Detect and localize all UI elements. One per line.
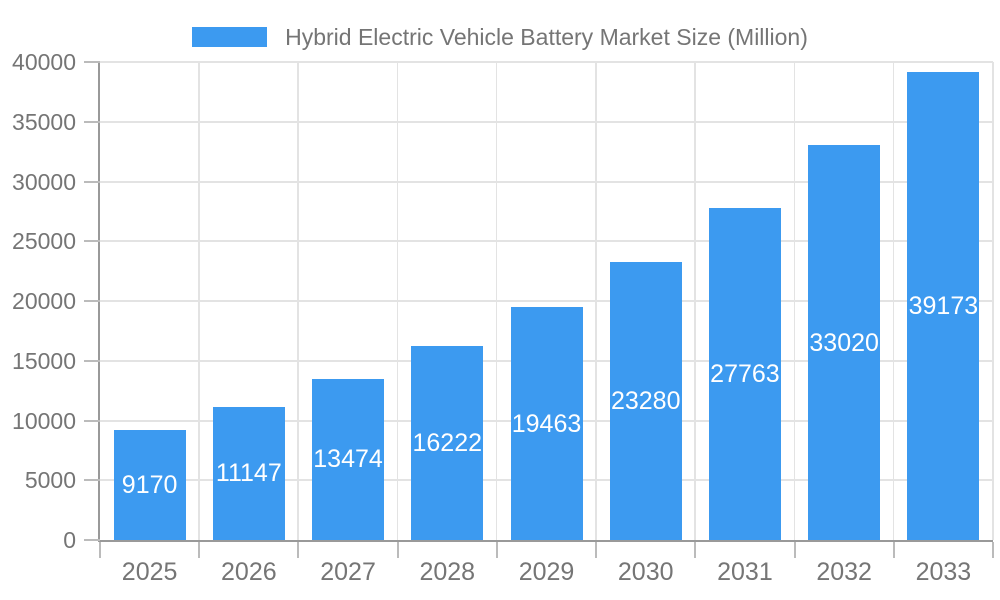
legend-label: Hybrid Electric Vehicle Battery Market S…: [285, 24, 808, 50]
y-tick-mark: [84, 240, 100, 243]
y-tick-label: 10000: [12, 407, 76, 434]
bar-2030[interactable]: [609, 261, 682, 540]
h-gridline: [100, 61, 993, 63]
y-tick-label: 30000: [12, 168, 76, 195]
h-gridline: [100, 300, 993, 302]
y-tick-mark: [84, 180, 100, 183]
x-tick-label: 2026: [221, 558, 277, 586]
x-tick-mark: [595, 542, 598, 558]
v-gridline: [694, 62, 696, 540]
y-tick-label: 35000: [12, 108, 76, 135]
y-tick-label: 15000: [12, 347, 76, 374]
x-tick-label: 2031: [717, 558, 773, 586]
x-tick-label: 2030: [617, 558, 674, 586]
x-tick-mark: [99, 542, 101, 558]
h-gridline: [100, 120, 993, 123]
x-tick-mark: [793, 542, 796, 558]
x-tick-mark: [992, 542, 994, 558]
bar-2025[interactable]: [113, 430, 186, 540]
v-gridline: [198, 62, 200, 540]
y-tick-label: 40000: [12, 49, 76, 75]
v-gridline: [595, 62, 597, 540]
x-tick-mark: [396, 542, 399, 558]
v-gridline: [495, 62, 498, 540]
y-tick-mark: [84, 419, 100, 422]
x-tick-label: 2029: [518, 558, 575, 586]
v-gridline: [892, 62, 895, 540]
v-gridline: [992, 62, 994, 540]
y-tick-mark: [84, 120, 100, 123]
h-gridline: [100, 180, 993, 183]
y-tick-mark: [84, 359, 100, 362]
v-gridline: [793, 62, 796, 540]
bar-2031[interactable]: [708, 208, 781, 540]
y-tick-mark: [84, 539, 100, 541]
x-tick-mark: [297, 542, 300, 558]
v-gridline: [297, 62, 299, 540]
bar-2029[interactable]: [510, 307, 583, 540]
bar-2032[interactable]: [808, 145, 881, 540]
x-tick-mark: [892, 542, 895, 558]
x-tick-mark: [495, 542, 498, 558]
x-tick-label: 2033: [915, 558, 972, 586]
y-tick-mark: [84, 479, 100, 482]
bar-2027[interactable]: [312, 379, 385, 540]
bar-2028[interactable]: [411, 346, 484, 540]
x-tick-mark: [694, 542, 697, 558]
y-tick-mark: [84, 300, 100, 302]
y-tick-mark: [84, 61, 100, 63]
h-gridline: [100, 240, 993, 243]
y-tick-label: 5000: [24, 467, 76, 494]
x-tick-mark: [198, 542, 201, 558]
x-tick-label: 2032: [816, 558, 872, 586]
x-tick-label: 2025: [121, 558, 178, 586]
legend[interactable]: Hybrid Electric Vehicle Battery Market S…: [0, 24, 1000, 50]
bar-2026[interactable]: [212, 406, 285, 540]
x-tick-label: 2028: [419, 558, 476, 586]
y-tick-label: 20000: [12, 288, 76, 314]
x-tick-label: 2027: [320, 558, 376, 586]
bar-2033[interactable]: [907, 71, 980, 540]
y-tick-label: 25000: [12, 228, 76, 255]
y-tick-label: 0: [63, 527, 76, 553]
v-gridline: [396, 62, 399, 540]
legend-swatch: [192, 27, 268, 47]
plot-area: [98, 61, 994, 542]
